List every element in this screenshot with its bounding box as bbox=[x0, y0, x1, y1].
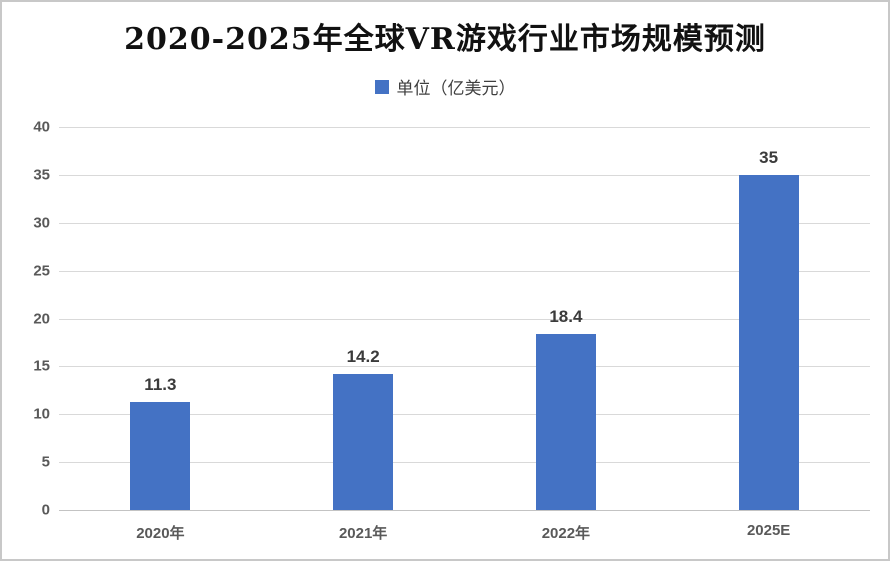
bar-2020年 bbox=[130, 401, 191, 510]
legend-swatch-icon bbox=[374, 79, 389, 94]
gridline bbox=[59, 270, 870, 272]
gridline bbox=[59, 222, 870, 224]
bar-value-label: 11.3 bbox=[144, 374, 177, 394]
bar-value-label: 18.4 bbox=[549, 306, 583, 326]
gridline bbox=[59, 127, 870, 128]
x-axis-tick-label: 2022年 bbox=[541, 525, 591, 542]
bar-2021年 bbox=[333, 374, 394, 510]
x-axis-tick-label: 2025E bbox=[746, 522, 791, 539]
legend: 单位（亿美元） bbox=[2, 74, 888, 99]
y-axis-tick-label: 35 bbox=[33, 166, 50, 184]
bar-2025E bbox=[738, 174, 799, 510]
gridline bbox=[59, 414, 870, 416]
gridline bbox=[59, 318, 870, 320]
y-axis-tick-label: 25 bbox=[33, 262, 50, 280]
y-axis-tick-label: 15 bbox=[33, 357, 50, 375]
y-axis-tick-label: 10 bbox=[33, 405, 50, 423]
gridline bbox=[59, 462, 870, 464]
x-axis-tick-label: 2021年 bbox=[338, 525, 388, 542]
y-axis-tick-label: 30 bbox=[33, 214, 50, 232]
gridline bbox=[59, 174, 870, 176]
bar-2022年 bbox=[535, 333, 596, 510]
y-axis-tick-label: 0 bbox=[41, 501, 50, 519]
y-axis-tick-label: 40 bbox=[33, 118, 50, 136]
legend-label: 单位（亿美元） bbox=[396, 79, 516, 99]
bar-value-label: 14.2 bbox=[346, 347, 380, 367]
x-axis-line bbox=[59, 510, 870, 511]
bar-value-label: 35 bbox=[759, 147, 779, 167]
chart-title: 2020-2025年全球VR游戏行业市场规模预测 bbox=[124, 22, 766, 57]
x-axis-tick-label: 2020年 bbox=[136, 525, 185, 542]
y-axis-tick-label: 20 bbox=[33, 310, 50, 327]
gridline bbox=[59, 366, 870, 368]
y-axis-tick-label: 5 bbox=[41, 453, 50, 471]
